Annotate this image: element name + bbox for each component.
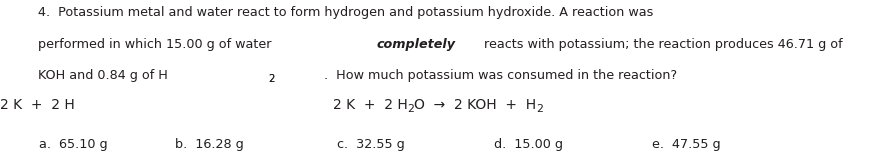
Text: 2: 2 xyxy=(536,104,543,114)
Text: O  →  2 KOH  +  H: O → 2 KOH + H xyxy=(415,98,536,112)
Text: 2: 2 xyxy=(269,74,275,84)
Text: .  How much potassium was consumed in the reaction?: . How much potassium was consumed in the… xyxy=(324,69,677,82)
Text: 2: 2 xyxy=(408,104,415,114)
Text: 2 K  +  2 H: 2 K + 2 H xyxy=(332,98,408,112)
Text: 2 K  +  2 H: 2 K + 2 H xyxy=(0,98,74,112)
Text: e.  47.55 g: e. 47.55 g xyxy=(652,138,720,151)
Text: reacts with potassium; the reaction produces 46.71 g of: reacts with potassium; the reaction prod… xyxy=(480,38,843,51)
Text: completely: completely xyxy=(376,38,455,51)
Text: 2: 2 xyxy=(269,74,275,84)
Text: 4.  Potassium metal and water react to form hydrogen and potassium hydroxide. A : 4. Potassium metal and water react to fo… xyxy=(38,6,654,19)
Text: c.  32.55 g: c. 32.55 g xyxy=(337,138,404,151)
Text: KOH and 0.84 g of H: KOH and 0.84 g of H xyxy=(38,69,168,82)
Text: d.  15.00 g: d. 15.00 g xyxy=(494,138,564,151)
Text: b.  16.28 g: b. 16.28 g xyxy=(175,138,244,151)
Text: a.  65.10 g: a. 65.10 g xyxy=(39,138,108,151)
Text: performed in which 15.00 g of water: performed in which 15.00 g of water xyxy=(38,38,276,51)
